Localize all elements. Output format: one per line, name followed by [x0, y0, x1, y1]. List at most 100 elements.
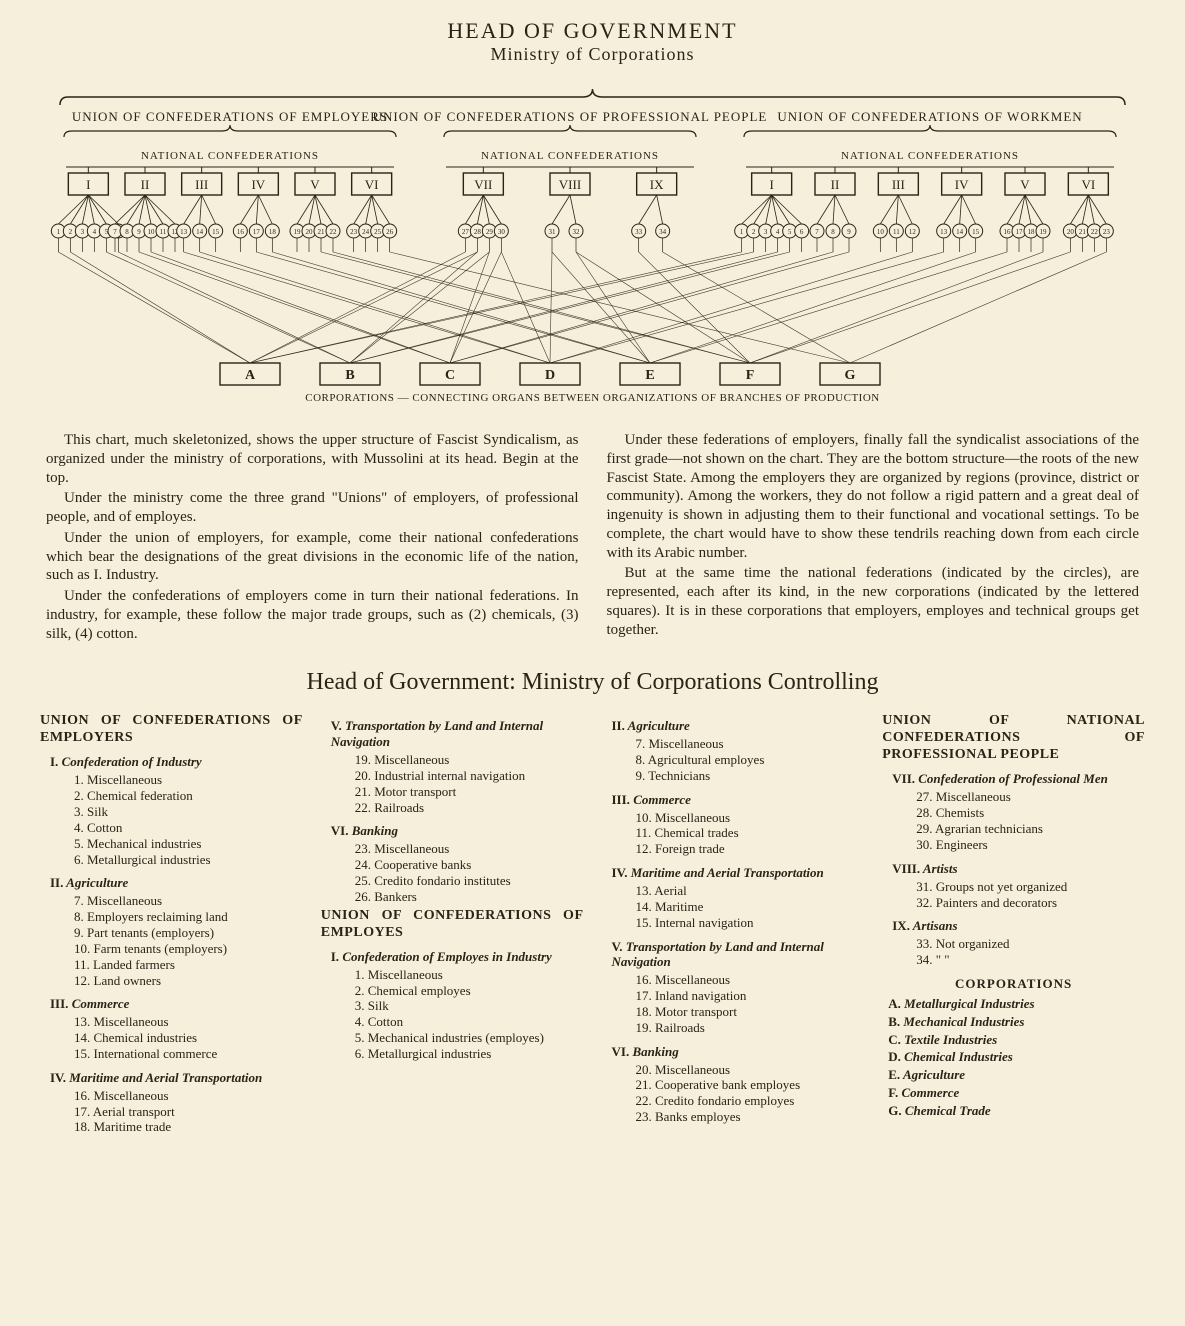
body-paragraph: Under the ministry come the three grand … [46, 489, 579, 527]
federation-item: 10. Miscellaneous [636, 810, 865, 826]
svg-text:VII: VII [474, 177, 492, 192]
svg-text:V: V [1020, 177, 1030, 192]
svg-text:20: 20 [306, 228, 314, 236]
svg-text:14: 14 [956, 228, 964, 236]
svg-text:7: 7 [113, 228, 117, 236]
federation-list: 10. Miscellaneous11. Chemical trades12. … [636, 810, 865, 858]
svg-text:10: 10 [148, 228, 156, 236]
svg-text:VI: VI [1081, 177, 1095, 192]
svg-text:13: 13 [180, 228, 188, 236]
federation-item: 22. Railroads [355, 800, 584, 816]
svg-text:9: 9 [847, 228, 851, 236]
corporation-item: A. Metallurgical Industries [888, 996, 1145, 1012]
federation-item: 26. Bankers [355, 889, 584, 905]
federation-item: 12. Foreign trade [636, 841, 865, 857]
federation-item: 1. Miscellaneous [74, 772, 303, 788]
federation-item: 7. Miscellaneous [74, 893, 303, 909]
svg-text:6: 6 [800, 228, 804, 236]
federation-item: 27. Miscellaneous [916, 789, 1145, 805]
svg-text:31: 31 [549, 228, 557, 236]
section-title: Head of Government: Ministry of Corporat… [40, 669, 1145, 696]
federation-item: 19. Miscellaneous [355, 752, 584, 768]
svg-text:3: 3 [81, 228, 85, 236]
federation-item: 21. Motor transport [355, 784, 584, 800]
listing-column: UNION OF CONFEDERATIONS OF EMPLOYERSI. C… [40, 710, 303, 1135]
federation-item: 12. Land owners [74, 973, 303, 989]
federation-item: 4. Cotton [355, 1014, 584, 1030]
svg-text:25: 25 [374, 228, 382, 236]
body-paragraph: Under these federations of employers, fi… [607, 431, 1140, 562]
svg-text:1: 1 [740, 228, 744, 236]
federation-item: 34. " " [916, 952, 1145, 968]
federation-item: 20. Industrial internal navigation [355, 768, 584, 784]
federation-item: 11. Chemical trades [636, 825, 865, 841]
federation-item: 25. Credito fondario institutes [355, 873, 584, 889]
svg-text:18: 18 [1028, 228, 1036, 236]
svg-text:C: C [445, 368, 455, 383]
svg-text:I: I [769, 177, 773, 192]
svg-text:5: 5 [788, 228, 792, 236]
svg-text:UNION OF CONFEDERATIONS OF PRO: UNION OF CONFEDERATIONS OF PROFESSIONAL … [373, 109, 768, 124]
federation-item: 3. Silk [355, 998, 584, 1014]
corporation-item: B. Mechanical Industries [888, 1014, 1145, 1030]
svg-text:24: 24 [362, 228, 370, 236]
svg-text:4: 4 [93, 228, 97, 236]
svg-text:2: 2 [69, 228, 73, 236]
title-sub: Ministry of Corporations [40, 44, 1145, 65]
svg-text:18: 18 [269, 228, 277, 236]
federation-list: 16. Miscellaneous17. Aerial transport18.… [74, 1088, 303, 1136]
svg-text:I: I [86, 177, 90, 192]
svg-text:VI: VI [365, 177, 379, 192]
title-main: HEAD OF GOVERNMENT [40, 18, 1145, 44]
svg-text:12: 12 [909, 228, 917, 236]
svg-text:29: 29 [486, 228, 494, 236]
federation-item: 4. Cotton [74, 820, 303, 836]
corporation-item: E. Agriculture [888, 1067, 1145, 1083]
confederation-heading: III. Commerce [612, 792, 865, 808]
federation-item: 23. Miscellaneous [355, 841, 584, 857]
svg-text:III: III [892, 177, 905, 192]
federation-item: 1. Miscellaneous [355, 967, 584, 983]
svg-text:IV: IV [251, 177, 265, 192]
federation-list: 7. Miscellaneous8. Agricultural employes… [636, 736, 865, 784]
federation-item: 13. Aerial [636, 883, 865, 899]
federation-list: 16. Miscellaneous17. Inland navigation18… [636, 972, 865, 1035]
federation-item: 9. Technicians [636, 768, 865, 784]
svg-text:14: 14 [196, 228, 204, 236]
svg-text:NATIONAL CONFEDERATIONS: NATIONAL CONFEDERATIONS [141, 150, 319, 162]
svg-text:F: F [746, 368, 755, 383]
confederation-heading: V. Transportation by Land and Internal N… [331, 718, 584, 750]
federation-item: 33. Not organized [916, 936, 1145, 952]
federation-item: 17. Aerial transport [74, 1104, 303, 1120]
svg-text:II: II [141, 177, 150, 192]
svg-text:33: 33 [635, 228, 643, 236]
svg-text:11: 11 [160, 228, 167, 236]
federation-item: 29. Agrarian technicians [916, 821, 1145, 837]
federation-item: 6. Metallurgical industries [74, 852, 303, 868]
federation-item: 23. Banks employes [636, 1109, 865, 1125]
federation-item: 5. Mechanical industries (employes) [355, 1030, 584, 1046]
federation-item: 17. Inland navigation [636, 988, 865, 1004]
confederation-heading: IX. Artisans [892, 918, 1145, 934]
svg-text:G: G [845, 368, 856, 383]
page-root: HEAD OF GOVERNMENT Ministry of Corporati… [0, 0, 1185, 1326]
federation-list: 13. Miscellaneous14. Chemical industries… [74, 1014, 303, 1062]
federation-item: 14. Chemical industries [74, 1030, 303, 1046]
listing-columns: UNION OF CONFEDERATIONS OF EMPLOYERSI. C… [40, 710, 1145, 1135]
svg-text:22: 22 [1091, 228, 1099, 236]
federation-list: 27. Miscellaneous28. Chemists29. Agraria… [916, 789, 1145, 852]
svg-text:2: 2 [752, 228, 756, 236]
svg-text:1: 1 [57, 228, 61, 236]
federation-item: 22. Credito fondario employes [636, 1093, 865, 1109]
svg-text:15: 15 [972, 228, 980, 236]
federation-item: 32. Painters and decorators [916, 895, 1145, 911]
federation-item: 13. Miscellaneous [74, 1014, 303, 1030]
svg-text:VIII: VIII [559, 177, 581, 192]
corporation-item: D. Chemical Industries [888, 1049, 1145, 1065]
confederation-heading: VII. Confederation of Professional Men [892, 771, 1145, 787]
federation-item: 15. International commerce [74, 1046, 303, 1062]
svg-text:UNION OF CONFEDERATIONS OF EMP: UNION OF CONFEDERATIONS OF EMPLOYERS [72, 109, 388, 124]
svg-text:13: 13 [940, 228, 948, 236]
svg-text:A: A [245, 368, 256, 383]
federation-item: 8. Employers reclaiming land [74, 909, 303, 925]
